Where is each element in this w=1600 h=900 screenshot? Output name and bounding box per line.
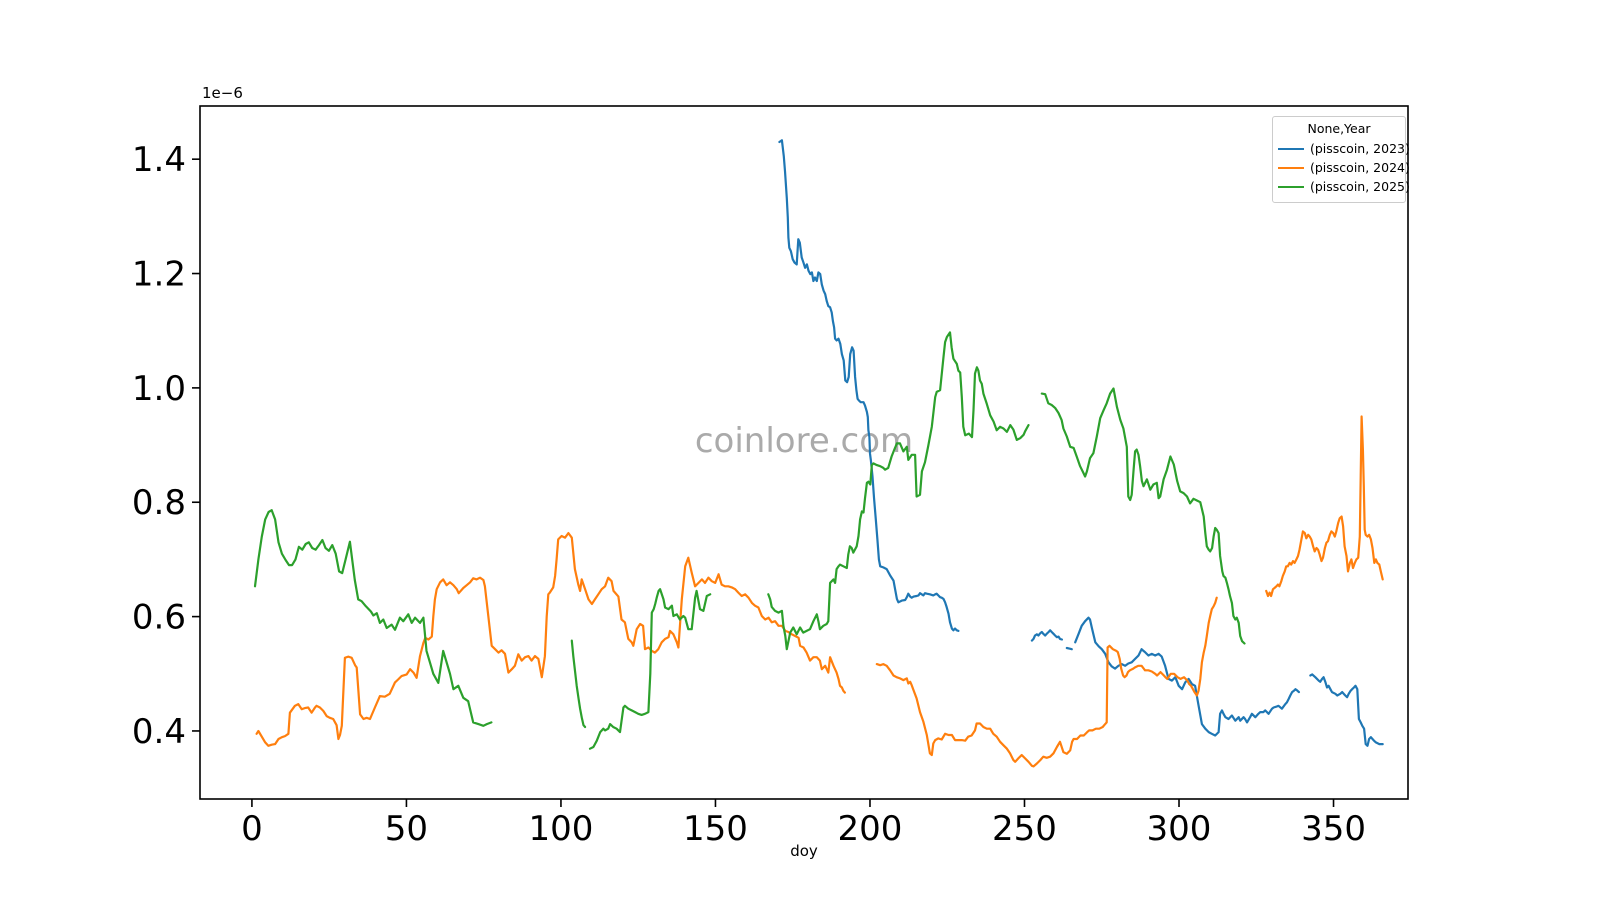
x-tick-label: 200 bbox=[838, 809, 903, 849]
x-tick-label: 250 bbox=[992, 809, 1057, 849]
watermark-text: coinlore.com bbox=[695, 421, 913, 461]
series-line-2023 bbox=[1074, 616, 1301, 737]
y-tick-label: 0.8 bbox=[132, 483, 186, 523]
x-tick-label: 150 bbox=[683, 809, 748, 849]
y-tick-label: 0.4 bbox=[132, 712, 186, 752]
series-line-2023 bbox=[778, 139, 960, 633]
legend-line-swatch bbox=[1278, 147, 1304, 150]
y-tick-label: 1.4 bbox=[132, 140, 186, 180]
y-tick-label: 1.2 bbox=[132, 255, 186, 295]
legend-line-swatch bbox=[1278, 185, 1304, 188]
chart-legend: None,Year (pisscoin, 2023) (pisscoin, 20… bbox=[1272, 116, 1410, 203]
x-tick-label: 300 bbox=[1147, 809, 1212, 849]
legend-title: None,Year bbox=[1307, 121, 1371, 136]
x-tick-label: 100 bbox=[528, 809, 593, 849]
legend-entry-label: (pisscoin, 2023) bbox=[1310, 141, 1410, 156]
series-line-2025 bbox=[253, 509, 493, 727]
axes-spines bbox=[199, 105, 1409, 800]
legend-line-swatch bbox=[1278, 166, 1304, 169]
series-line-2025 bbox=[588, 588, 712, 750]
series-line-2024 bbox=[875, 596, 1218, 768]
y-axis-offset-text: 1e−6 bbox=[202, 84, 243, 102]
series-line-2025 bbox=[1040, 387, 1246, 645]
series-line-2023 bbox=[1309, 673, 1384, 747]
legend-entries: (pisscoin, 2023) (pisscoin, 2024) (pissc… bbox=[1278, 139, 1410, 196]
y-tick-label: 0.6 bbox=[132, 598, 186, 638]
x-tick-label: 350 bbox=[1301, 809, 1366, 849]
legend-entry-label: (pisscoin, 2025) bbox=[1310, 179, 1410, 194]
series-line-2025 bbox=[570, 639, 587, 729]
series-line-2025 bbox=[767, 331, 1030, 651]
legend-entry: (pisscoin, 2023) bbox=[1278, 139, 1410, 158]
legend-entry: (pisscoin, 2024) bbox=[1278, 158, 1410, 177]
x-axis-label: doy bbox=[790, 842, 818, 860]
y-tick-label: 1.0 bbox=[132, 369, 186, 409]
legend-entry-label: (pisscoin, 2024) bbox=[1310, 160, 1410, 175]
series-line-2023 bbox=[1065, 646, 1073, 651]
legend-entry: (pisscoin, 2025) bbox=[1278, 177, 1410, 196]
x-tick-label: 50 bbox=[385, 809, 428, 849]
series-line-2023 bbox=[1030, 629, 1064, 642]
series-line-2024 bbox=[255, 531, 847, 747]
series-line-2024 bbox=[1265, 415, 1384, 598]
x-tick-label: 0 bbox=[241, 809, 263, 849]
